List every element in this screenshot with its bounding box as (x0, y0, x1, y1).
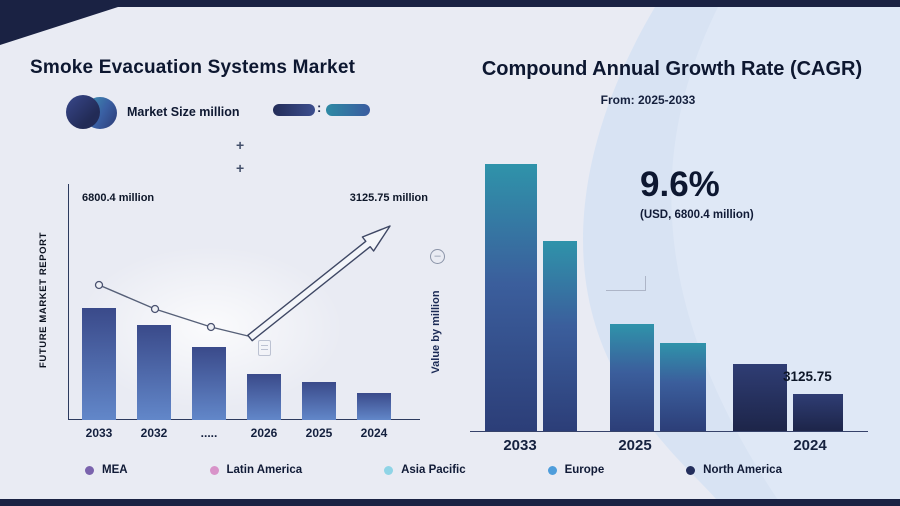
cagr-chart: 3125.75 2033 2025 2024 (470, 150, 870, 454)
bar-2026 (247, 374, 281, 420)
legend-dot (85, 465, 94, 475)
market-size-icon (66, 95, 118, 131)
minus-circle-icon: – (430, 249, 445, 264)
market-size-label: Market Size million (127, 105, 240, 119)
bar-group-2025 (610, 324, 706, 431)
corner-triangle-decor (0, 7, 118, 45)
bar-2032 (137, 325, 171, 420)
legend-item: Latin America (209, 464, 303, 476)
bar-value-label: 3125.75 (783, 369, 832, 384)
legend-label: Latin America (226, 464, 303, 476)
start-value-label: 6800.4 million (82, 192, 155, 204)
plus-icon: + (236, 137, 245, 153)
x-label: 2025 (618, 437, 652, 454)
bar-2024 (357, 393, 391, 420)
bar (793, 394, 843, 431)
left-chart-y-axis-label: FUTURE MARKET REPORT (38, 231, 49, 369)
document-icon (258, 340, 271, 356)
x-label: ..... (200, 426, 218, 440)
cagr-detail: (USD, 6800.4 million) (640, 209, 754, 221)
page-title-right: Compound Annual Growth Rate (CAGR) (481, 58, 863, 80)
bar-2033 (82, 308, 116, 420)
region-legend: MEA Latin America Asia Pacific Europe No… (85, 464, 782, 476)
bar (485, 164, 537, 431)
plus-icon: + (236, 160, 245, 176)
right-chart-baseline (470, 431, 868, 432)
step-decor (606, 276, 646, 291)
x-label: 2033 (503, 437, 537, 454)
x-label: 2032 (140, 426, 168, 440)
bar (543, 241, 577, 431)
cagr-value: 9.6% (640, 165, 720, 204)
page-subtitle-right: From: 2025-2033 (600, 93, 696, 107)
legend-dot (686, 465, 696, 475)
bar (733, 364, 787, 431)
left-chart-x-labels: 2033 2032 ..... 2026 2025 2024 (82, 426, 391, 440)
legend-item: Europe (547, 464, 605, 476)
bar-middle (192, 347, 226, 420)
legend-label: MEA (102, 464, 128, 476)
legend-pill-dark (273, 104, 315, 116)
legend-dot (547, 465, 557, 475)
left-chart-bars (82, 308, 391, 420)
legend-dot (209, 465, 219, 475)
page-title-left: Smoke Evacuation Systems Market (30, 57, 356, 78)
left-chart-axes (68, 184, 420, 420)
legend-item: Asia Pacific (384, 464, 466, 476)
legend-item: North America (686, 464, 782, 476)
x-label: 2024 (360, 426, 388, 440)
bar-group-2033 (485, 164, 577, 431)
bar-group-2024 (733, 364, 843, 431)
legend-dot (384, 465, 394, 475)
legend-pill-teal (326, 104, 370, 116)
bottom-accent-bar (0, 499, 900, 506)
bar (610, 324, 654, 431)
trend-arrow (94, 225, 391, 342)
right-chart-y-axis-label: Value by million (430, 290, 442, 374)
x-label: 2033 (85, 426, 113, 440)
x-label: 2026 (250, 426, 278, 440)
legend-label: North America (703, 464, 782, 476)
x-label: 2024 (793, 437, 827, 454)
coin-disc-front (66, 95, 100, 129)
bar (660, 343, 706, 431)
legend-pill-colon: : (317, 100, 322, 115)
top-accent-bar (0, 0, 900, 7)
bar-2025 (302, 382, 336, 420)
legend-label: Europe (564, 464, 605, 476)
x-label: 2025 (305, 426, 333, 440)
legend-item: MEA (85, 464, 128, 476)
market-size-chart: 6800.4 million 3125.75 million 2033 2032… (60, 180, 428, 440)
end-value-label: 3125.75 million (349, 192, 428, 204)
legend-label: Asia Pacific (401, 464, 466, 476)
